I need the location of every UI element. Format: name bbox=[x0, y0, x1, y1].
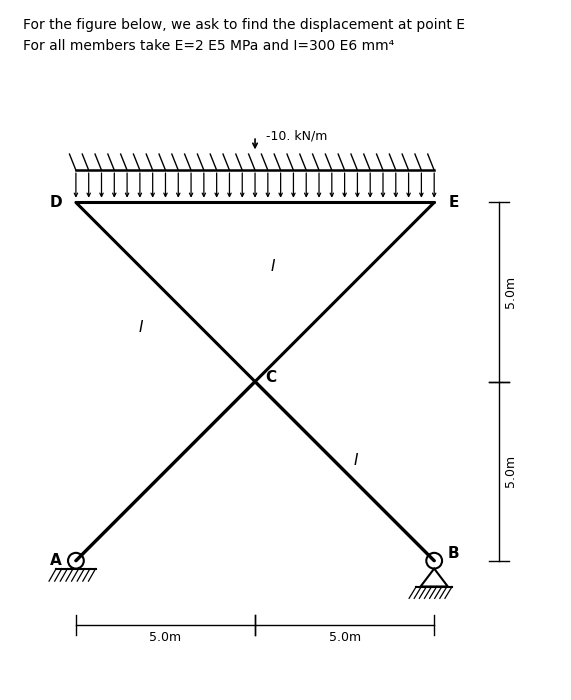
Text: -10. kN/m: -10. kN/m bbox=[266, 130, 327, 143]
Text: I: I bbox=[353, 453, 357, 468]
Text: D: D bbox=[50, 195, 62, 210]
Text: For all members take E=2 E5 MPa and I=300 E6 mm⁴: For all members take E=2 E5 MPa and I=30… bbox=[23, 38, 394, 52]
Text: 5.0m: 5.0m bbox=[504, 276, 517, 308]
Text: I: I bbox=[271, 260, 275, 274]
Text: B: B bbox=[448, 546, 460, 561]
Text: E: E bbox=[449, 195, 459, 210]
Text: For the figure below, we ask to find the displacement at point E: For the figure below, we ask to find the… bbox=[23, 18, 465, 32]
Text: C: C bbox=[266, 370, 277, 386]
Text: 5.0m: 5.0m bbox=[328, 631, 361, 643]
Text: 5.0m: 5.0m bbox=[150, 631, 182, 643]
Text: A: A bbox=[50, 553, 62, 568]
Text: I: I bbox=[138, 321, 143, 335]
Text: 5.0m: 5.0m bbox=[504, 455, 517, 487]
